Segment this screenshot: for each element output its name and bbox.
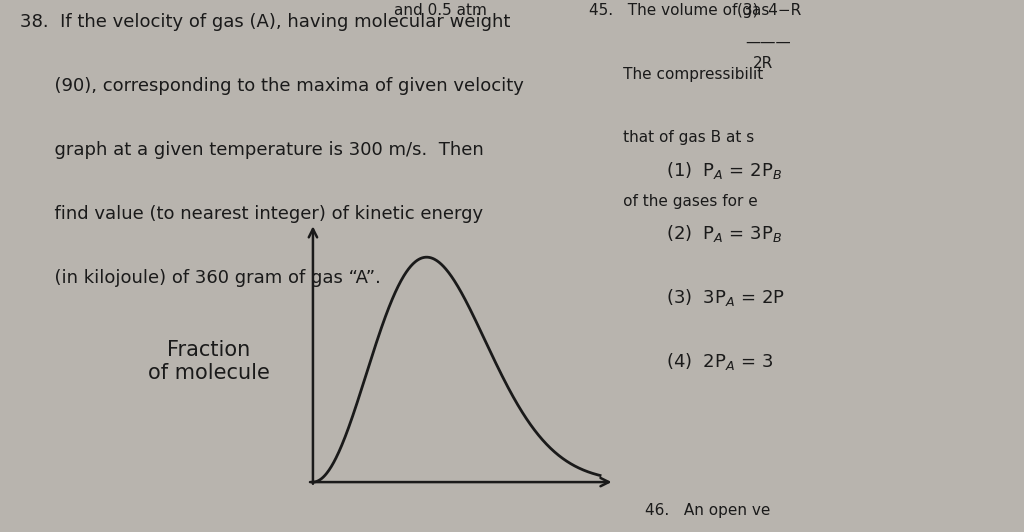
Text: (3)  3P$_A$ = 2P: (3) 3P$_A$ = 2P [666, 287, 784, 308]
Text: 46.   An open ve: 46. An open ve [645, 503, 770, 518]
Text: (2)  P$_A$ = 3P$_B$: (2) P$_A$ = 3P$_B$ [666, 223, 781, 244]
Text: graph at a given temperature is 300 m/s.  Then: graph at a given temperature is 300 m/s.… [20, 141, 484, 159]
Text: The compressibilit: The compressibilit [589, 66, 763, 81]
Text: 38.  If the velocity of gas (A), having molecular weight: 38. If the velocity of gas (A), having m… [20, 13, 511, 31]
Text: 45.   The volume of gas: 45. The volume of gas [589, 3, 769, 18]
Text: find value (to nearest integer) of kinetic energy: find value (to nearest integer) of kinet… [20, 205, 483, 223]
Text: (3)  4−R: (3) 4−R [737, 3, 802, 18]
Text: of the gases for e: of the gases for e [589, 194, 758, 209]
Text: and 0.5 atm: and 0.5 atm [394, 3, 487, 18]
Text: (1)  P$_A$ = 2P$_B$: (1) P$_A$ = 2P$_B$ [666, 160, 781, 180]
Text: (90), corresponding to the maxima of given velocity: (90), corresponding to the maxima of giv… [20, 77, 524, 95]
Text: (in kilojoule) of 360 gram of gas “A”.: (in kilojoule) of 360 gram of gas “A”. [20, 269, 381, 287]
Text: (4)  2P$_A$ = 3: (4) 2P$_A$ = 3 [666, 351, 773, 372]
Text: ———: ——— [745, 35, 792, 49]
Text: that of gas B at s: that of gas B at s [589, 130, 754, 145]
Text: Fraction
of molecule: Fraction of molecule [147, 340, 270, 384]
Text: 2R: 2R [753, 56, 773, 71]
